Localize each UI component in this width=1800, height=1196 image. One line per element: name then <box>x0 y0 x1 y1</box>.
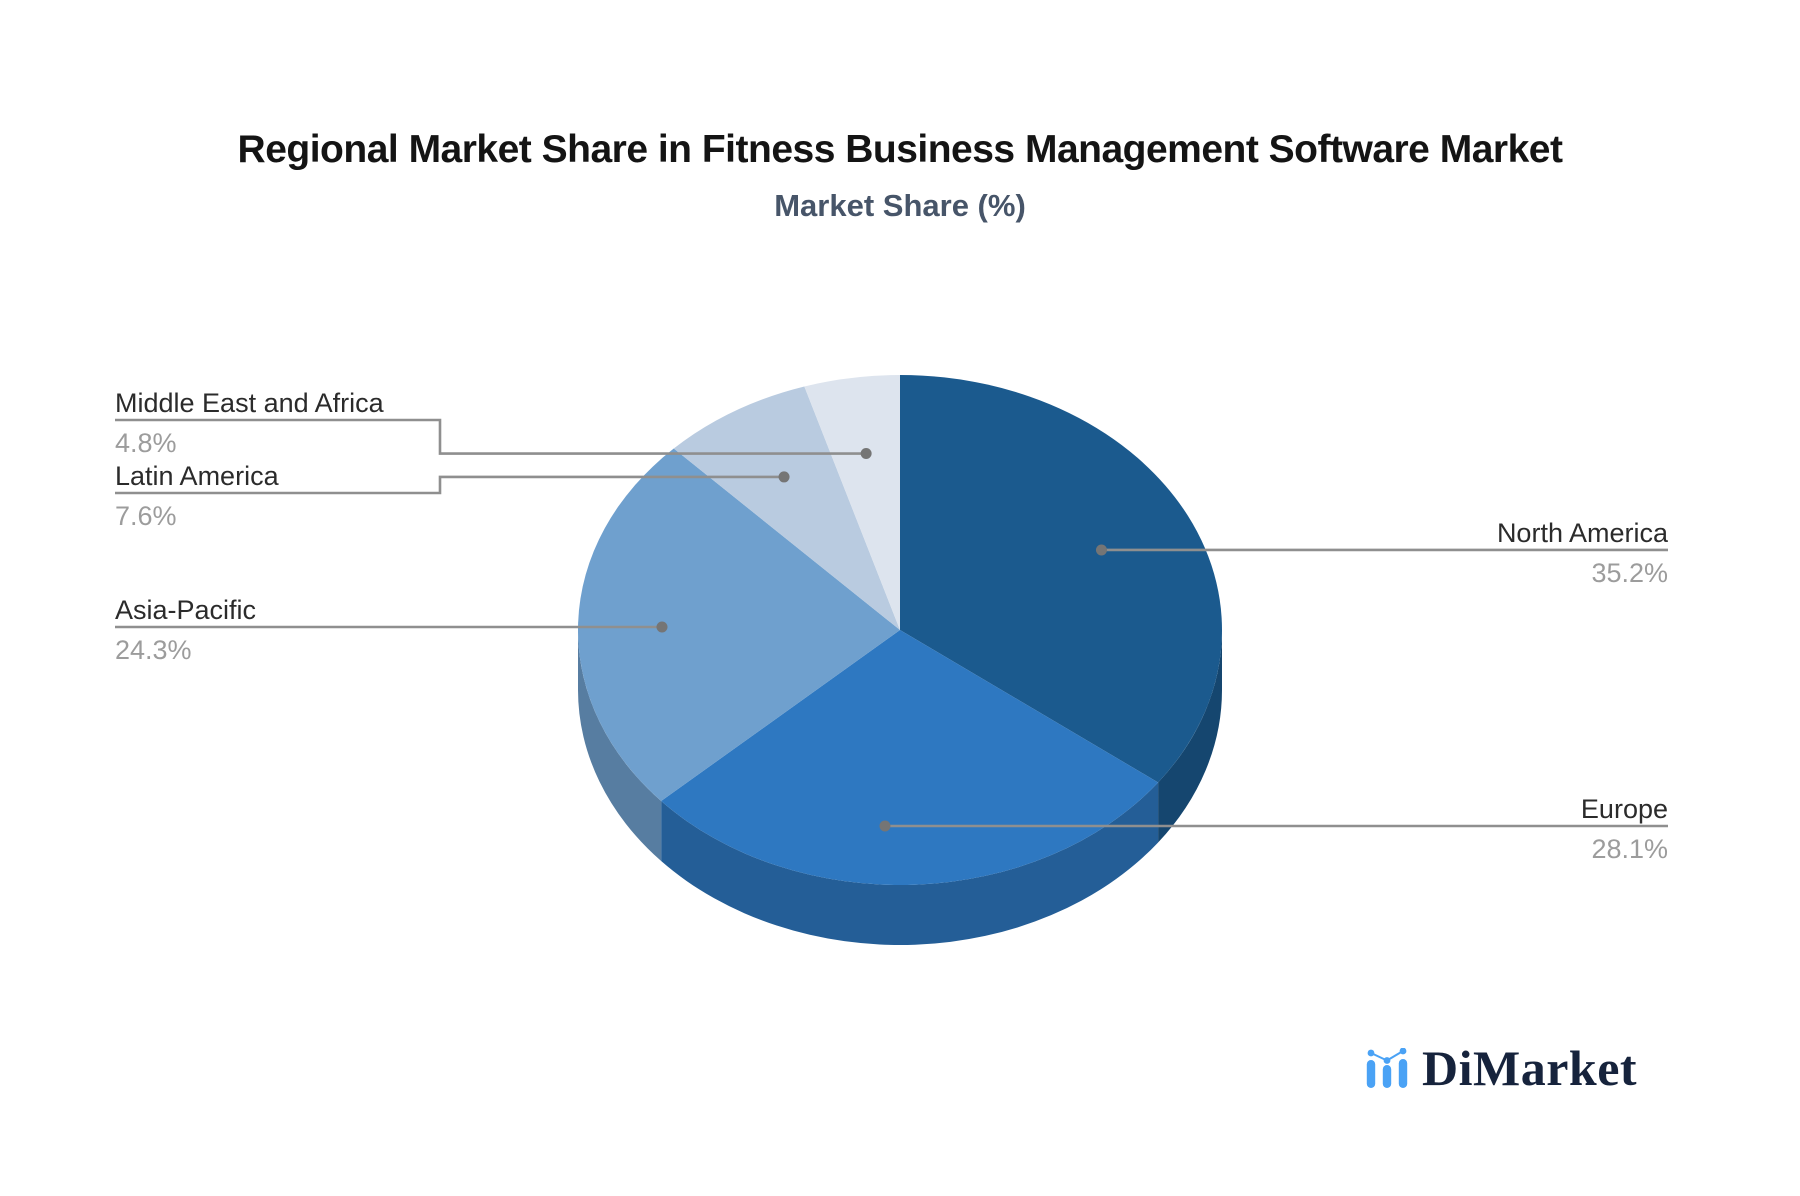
slice-percentage: 35.2% <box>1591 558 1668 588</box>
pie-slice-side-asia-pacific <box>578 630 662 862</box>
leader-dot-middle-east-and-africa <box>860 448 872 460</box>
callout-latin-america: Latin America 7.6% <box>115 459 279 533</box>
slice-percentage: 4.8% <box>115 428 177 458</box>
pie-slice-side-europe <box>661 782 1159 946</box>
callout-north-america: North America 35.2% <box>1497 516 1668 590</box>
slice-label: Europe <box>1580 794 1668 824</box>
slice-label: Latin America <box>115 461 279 491</box>
pie-slice-north-america <box>900 375 1222 783</box>
leader-dot-latin-america <box>778 471 790 483</box>
callout-europe: Europe 28.1% <box>1581 792 1668 866</box>
leader-dot-north-america <box>1095 544 1107 556</box>
pie-slice-middle-east-and-africa <box>804 375 900 630</box>
slice-percentage: 24.3% <box>115 635 192 665</box>
slice-label: North America <box>1496 518 1668 548</box>
leader-dot-europe <box>879 820 891 832</box>
callout-middle-east-africa: Middle East and Africa 4.8% <box>115 386 384 460</box>
slice-label: Asia-Pacific <box>115 595 257 625</box>
dimarket-logo: DiMarket <box>1366 1040 1637 1096</box>
slice-label: Middle East and Africa <box>115 388 384 418</box>
pie-slice-asia-pacific <box>578 448 900 802</box>
logo-text: DiMarket <box>1422 1040 1638 1096</box>
leader-line-latin-america <box>115 475 785 495</box>
pie-slice-side-north-america <box>1158 630 1222 843</box>
slice-percentage: 7.6% <box>115 501 177 531</box>
slice-percentage: 28.1% <box>1591 834 1668 864</box>
pie-slice-europe <box>661 630 1159 885</box>
callout-asia-pacific: Asia-Pacific 24.3% <box>115 593 256 667</box>
page-title: Regional Market Share in Fitness Busines… <box>237 128 1563 171</box>
pie-slice-latin-america <box>673 386 900 630</box>
leader-dot-asia-pacific <box>656 621 668 633</box>
leader-line-middle-east-and-africa <box>115 418 867 455</box>
chart-subtitle: Market Share (%) <box>774 188 1026 223</box>
bar-chart-logo-icon <box>1366 1048 1408 1088</box>
